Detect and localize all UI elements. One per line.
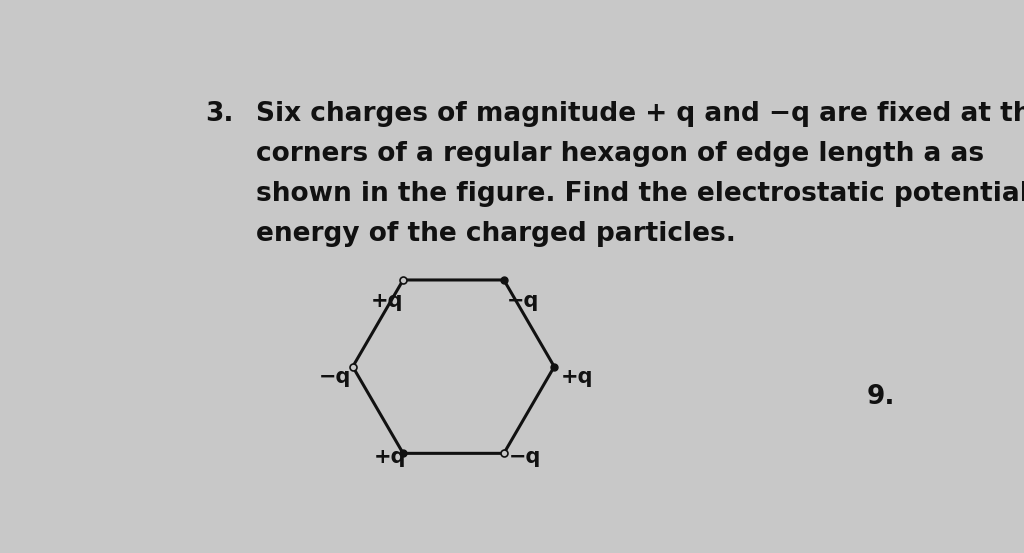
Text: Six charges of magnitude + q and −q are fixed at the: Six charges of magnitude + q and −q are … [256, 101, 1024, 127]
Text: shown in the figure. Find the electrostatic potential: shown in the figure. Find the electrosta… [256, 181, 1024, 207]
Text: +q: +q [371, 291, 403, 311]
Text: −q: −q [507, 291, 540, 311]
Text: energy of the charged particles.: energy of the charged particles. [256, 221, 736, 247]
Text: 3.: 3. [206, 101, 234, 127]
Text: 9.: 9. [866, 384, 895, 410]
Text: −q: −q [318, 367, 351, 387]
Text: corners of a regular hexagon of edge length a as: corners of a regular hexagon of edge len… [256, 141, 984, 167]
Text: +q: +q [560, 367, 593, 387]
Text: +q: +q [374, 447, 407, 467]
Text: −q: −q [509, 447, 541, 467]
